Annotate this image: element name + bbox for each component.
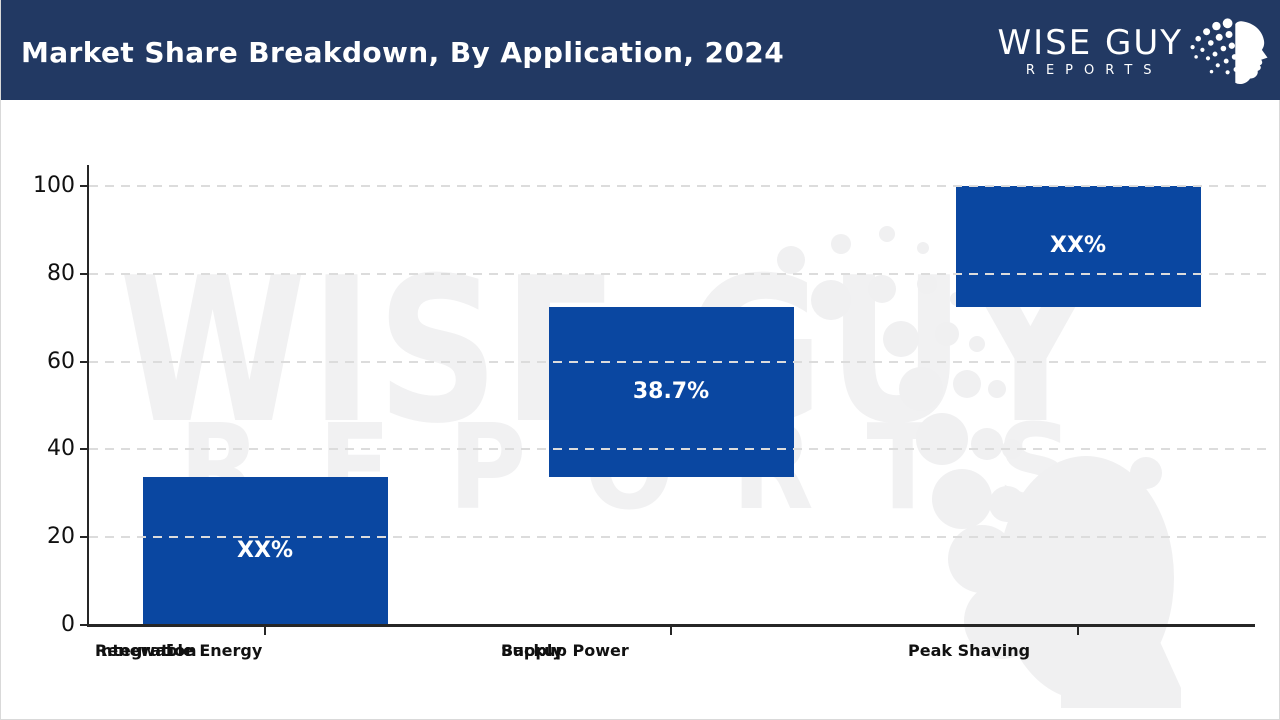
bar-2 bbox=[955, 186, 1201, 307]
bar-value-label-1: 38.7% bbox=[632, 378, 710, 404]
x-category-label-line: Peak Shaving bbox=[908, 641, 1031, 660]
y-tick-label-20: 20 bbox=[47, 524, 75, 550]
gridline-80 bbox=[89, 272, 1267, 275]
logo-subtext: REPORTS bbox=[1025, 63, 1163, 79]
bar-value-label-0: XX% bbox=[237, 537, 293, 563]
brand-logo: WISE GUY REPORTS bbox=[997, 8, 1271, 96]
y-tick-label-0: 0 bbox=[61, 612, 75, 637]
chart-title: Market Share Breakdown, By Application, … bbox=[21, 36, 785, 69]
y-tick-label-60: 60 bbox=[47, 348, 75, 374]
y-tick-mark-100 bbox=[80, 185, 89, 187]
x-category-label-line: Integration bbox=[95, 641, 197, 660]
y-tick-label-80: 80 bbox=[47, 260, 75, 286]
bar-1 bbox=[548, 306, 794, 477]
logo-text: WISE GUY REPORTS bbox=[997, 22, 1183, 79]
gridline-100 bbox=[89, 185, 1267, 187]
y-tick-label-100: 100 bbox=[33, 173, 75, 198]
logo-wordmark: WISE GUY bbox=[997, 22, 1183, 63]
x-category-label-line: Backup Power bbox=[501, 641, 629, 660]
y-tick-mark-20 bbox=[80, 536, 89, 539]
y-tick-mark-40 bbox=[80, 448, 89, 451]
bar-0 bbox=[142, 476, 388, 625]
x-category-label-line: Renewable Energy bbox=[95, 641, 263, 660]
y-tick-mark-60 bbox=[80, 360, 89, 363]
y-tick-mark-80 bbox=[80, 272, 89, 275]
x-category-label-line: Supply bbox=[501, 641, 563, 660]
logo-dotted-head-icon bbox=[1190, 18, 1268, 85]
gridline-20 bbox=[89, 536, 1267, 539]
x-tick-mark-2 bbox=[1077, 627, 1079, 635]
gridline-60 bbox=[89, 360, 1267, 363]
gridline-40 bbox=[89, 448, 1267, 451]
x-tick-mark-1 bbox=[670, 627, 672, 635]
y-tick-label-40: 40 bbox=[47, 436, 75, 462]
x-axis-line bbox=[87, 624, 1255, 627]
y-axis-line bbox=[87, 165, 89, 625]
x-tick-mark-0 bbox=[264, 627, 266, 635]
header-bar: Market Share Breakdown, By Application, … bbox=[1, 0, 1280, 100]
bar-value-label-2: XX% bbox=[1050, 233, 1106, 259]
y-tick-mark-0 bbox=[80, 624, 89, 626]
